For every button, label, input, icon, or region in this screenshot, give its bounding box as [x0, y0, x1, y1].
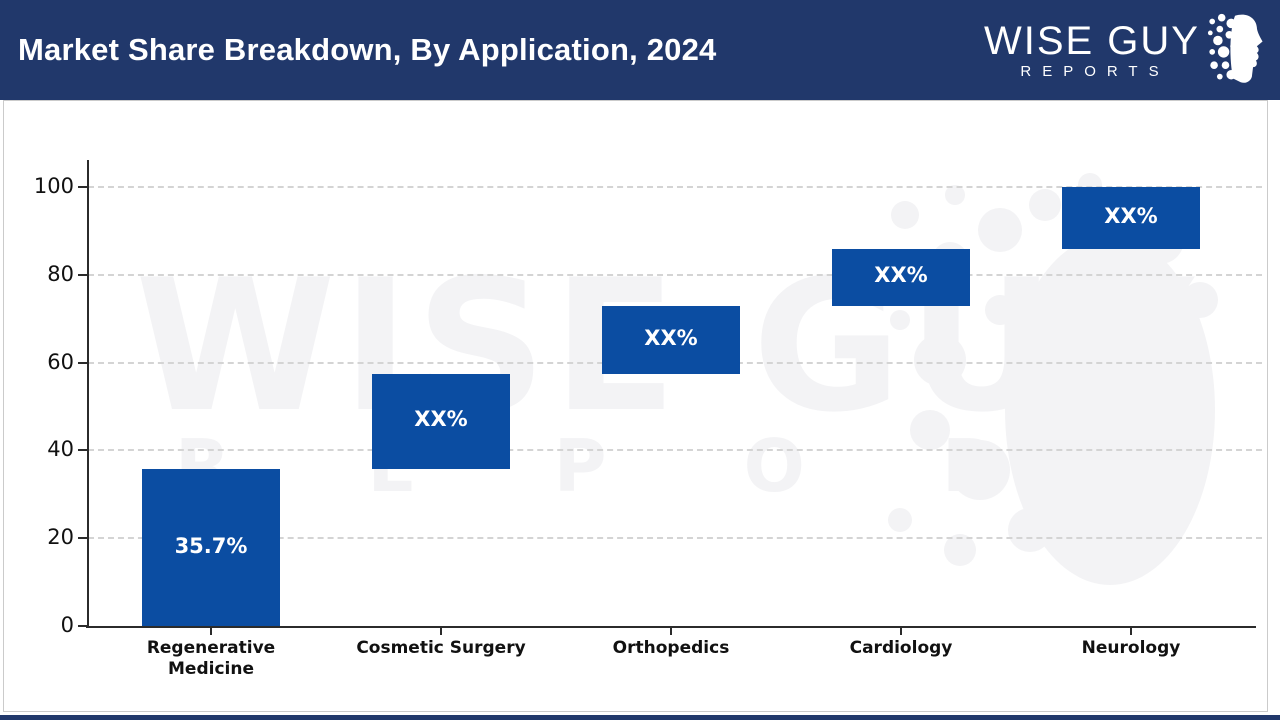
x-tick-mark	[1130, 627, 1132, 635]
bar-value-label: XX%	[644, 325, 698, 350]
y-tick-mark	[78, 537, 87, 540]
y-tick-label: 0	[60, 613, 74, 637]
y-tick-mark	[78, 625, 87, 627]
y-axis-line	[87, 160, 89, 628]
bar-value-label: XX%	[1104, 204, 1158, 229]
page-title: Market Share Breakdown, By Application, …	[18, 32, 717, 67]
x-tick-mark	[440, 627, 442, 635]
bar-segment	[832, 249, 970, 306]
brand-logo-text: WISE GUY REPORTS	[984, 21, 1200, 80]
x-tick-label: Orthopedics	[612, 638, 730, 658]
bar-segment	[142, 469, 280, 626]
y-tick-mark	[78, 186, 87, 188]
x-tick-mark	[670, 627, 672, 635]
x-tick-label: Cosmetic Surgery	[356, 638, 526, 658]
bar-value-label: XX%	[414, 407, 468, 432]
x-tick-label: Regenerative Medicine	[146, 638, 276, 680]
x-tick-label: Cardiology	[849, 638, 953, 658]
y-tick-label: 40	[47, 437, 74, 462]
footer-bar	[0, 715, 1280, 720]
bar-value-label: 35.7%	[174, 533, 248, 558]
y-tick-label: 60	[47, 349, 74, 374]
y-tick-mark	[78, 273, 87, 276]
bar-segment	[1062, 187, 1200, 250]
bar-segment	[372, 373, 510, 470]
bar-segment	[602, 306, 740, 374]
gridline	[88, 273, 1262, 276]
y-tick-mark	[78, 449, 87, 452]
brand-name: WISE GUY	[983, 18, 1200, 63]
brand-logo: WISE GUY REPORTS	[984, 0, 1266, 100]
x-tick-mark	[210, 627, 212, 635]
x-tick-label: Neurology	[1081, 638, 1181, 658]
gridline	[88, 537, 1262, 540]
gridline	[88, 186, 1262, 188]
x-tick-mark	[900, 627, 902, 635]
brand-subname: REPORTS	[1020, 62, 1170, 80]
header-bar: Market Share Breakdown, By Application, …	[0, 0, 1280, 100]
y-tick-mark	[78, 361, 87, 364]
y-tick-label: 20	[47, 525, 74, 550]
bar-value-label: XX%	[874, 263, 928, 288]
face-profile-icon	[1207, 13, 1263, 83]
y-tick-label: 80	[47, 261, 74, 286]
gridline	[88, 449, 1262, 452]
y-tick-label: 100	[33, 174, 74, 198]
